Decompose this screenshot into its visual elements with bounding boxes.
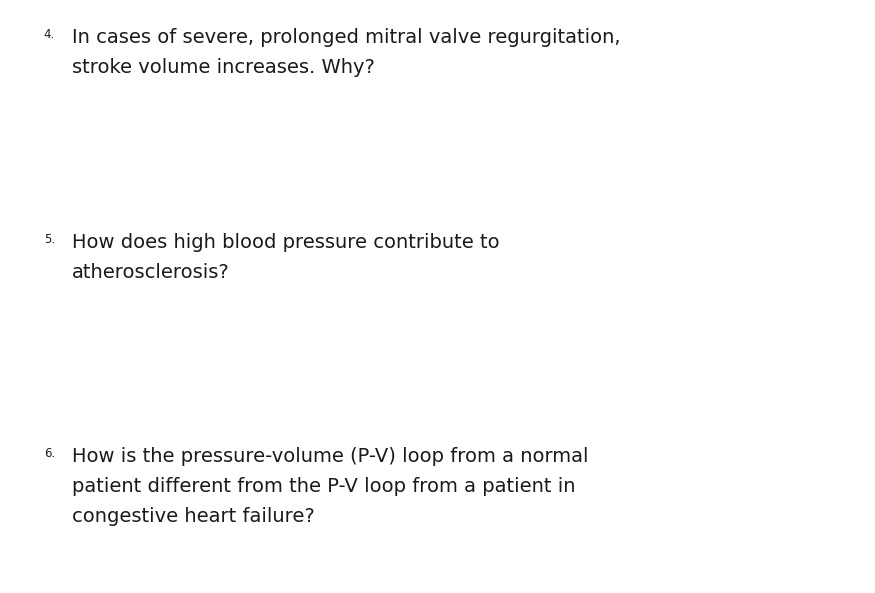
Text: 5.: 5. <box>44 233 55 246</box>
Text: In cases of severe, prolonged mitral valve regurgitation,: In cases of severe, prolonged mitral val… <box>72 28 620 47</box>
Text: 6.: 6. <box>44 447 55 460</box>
Text: congestive heart failure?: congestive heart failure? <box>72 507 315 526</box>
Text: How does high blood pressure contribute to: How does high blood pressure contribute … <box>72 233 500 252</box>
Text: atherosclerosis?: atherosclerosis? <box>72 263 230 282</box>
Text: 4.: 4. <box>44 28 55 41</box>
Text: How is the pressure-volume (P-V) loop from a normal: How is the pressure-volume (P-V) loop fr… <box>72 447 589 466</box>
Text: stroke volume increases. Why?: stroke volume increases. Why? <box>72 58 374 77</box>
Text: patient different from the P-V loop from a patient in: patient different from the P-V loop from… <box>72 477 576 496</box>
